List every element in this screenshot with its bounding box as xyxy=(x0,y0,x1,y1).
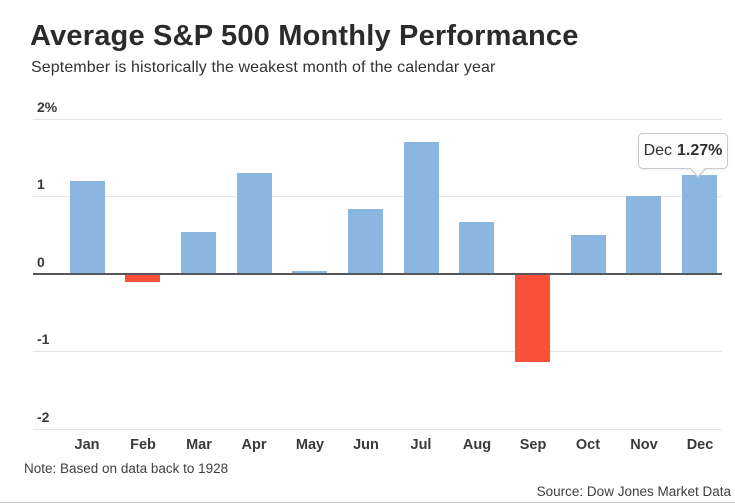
x-axis-tick-apr: Apr xyxy=(241,437,267,453)
y-axis-tick--1: -1 xyxy=(37,331,50,347)
bar-apr[interactable] xyxy=(237,173,272,274)
x-axis-tick-oct: Oct xyxy=(575,437,601,453)
bottom-divider xyxy=(0,502,735,503)
y-axis-tick-1: 1 xyxy=(37,176,45,192)
x-axis-tick-dec: Dec xyxy=(686,437,714,453)
y-axis-tick-2pct: 2% xyxy=(37,99,58,115)
gridline--2 xyxy=(33,429,722,430)
x-axis-tick-jan: Jan xyxy=(74,437,100,453)
gridline--1 xyxy=(33,351,722,352)
bar-jun[interactable] xyxy=(348,209,383,274)
bar-mar[interactable] xyxy=(181,232,216,274)
x-axis-tick-sep: Sep xyxy=(519,437,547,453)
chart-subtitle: September is historically the weakest mo… xyxy=(31,59,496,76)
gridline-1 xyxy=(33,196,722,197)
bar-may[interactable] xyxy=(292,271,327,274)
y-axis-tick-0: 0 xyxy=(37,254,45,270)
chart-title: Average S&P 500 Monthly Performance xyxy=(30,20,579,52)
gridline-2pct xyxy=(33,119,722,120)
bar-jul[interactable] xyxy=(404,142,439,274)
x-axis-tick-mar: Mar xyxy=(186,437,212,453)
source-credit: Source: Dow Jones Market Data xyxy=(536,484,731,499)
bar-nov[interactable] xyxy=(626,196,661,274)
zero-axis-line xyxy=(33,273,722,275)
x-axis-tick-nov: Nov xyxy=(630,437,658,453)
bar-sep[interactable] xyxy=(515,274,550,362)
x-axis-tick-jun: Jun xyxy=(353,437,379,453)
bar-aug[interactable] xyxy=(459,222,494,274)
x-axis-tick-may: May xyxy=(295,437,325,453)
x-axis-tick-jul: Jul xyxy=(410,437,432,453)
bar-dec[interactable] xyxy=(682,175,717,274)
x-axis-tick-feb: Feb xyxy=(130,437,156,453)
dec-value-tooltip: Dec 1.27% xyxy=(638,133,728,178)
bar-feb[interactable] xyxy=(125,274,160,282)
x-axis-tick-aug: Aug xyxy=(462,437,492,453)
tooltip-pointer-fill xyxy=(690,167,706,176)
tooltip-value-label: 1.27% xyxy=(677,142,723,159)
footnote: Note: Based on data back to 1928 xyxy=(24,461,229,476)
bar-oct[interactable] xyxy=(571,235,606,274)
bar-jan[interactable] xyxy=(70,181,105,274)
tooltip-month-label: Dec xyxy=(643,142,673,159)
y-axis-tick--2: -2 xyxy=(37,409,50,425)
